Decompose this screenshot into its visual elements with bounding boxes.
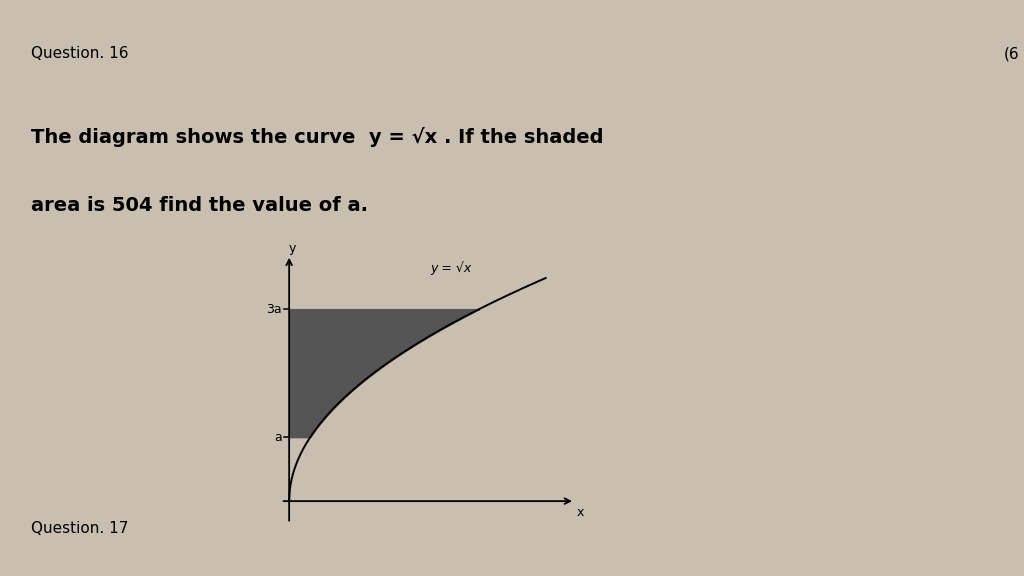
Text: y = √x: y = √x [430, 261, 471, 275]
Text: 3a: 3a [266, 302, 282, 316]
Text: (6: (6 [1004, 46, 1019, 61]
Text: a: a [274, 431, 282, 444]
Text: The diagram shows the curve  y = √x . If the shaded: The diagram shows the curve y = √x . If … [31, 127, 603, 147]
Text: Question. 17: Question. 17 [31, 521, 128, 536]
Text: y: y [289, 242, 296, 255]
Text: area is 504 find the value of a.: area is 504 find the value of a. [31, 196, 368, 215]
Text: x: x [577, 506, 585, 519]
Text: Question. 16: Question. 16 [31, 46, 128, 61]
